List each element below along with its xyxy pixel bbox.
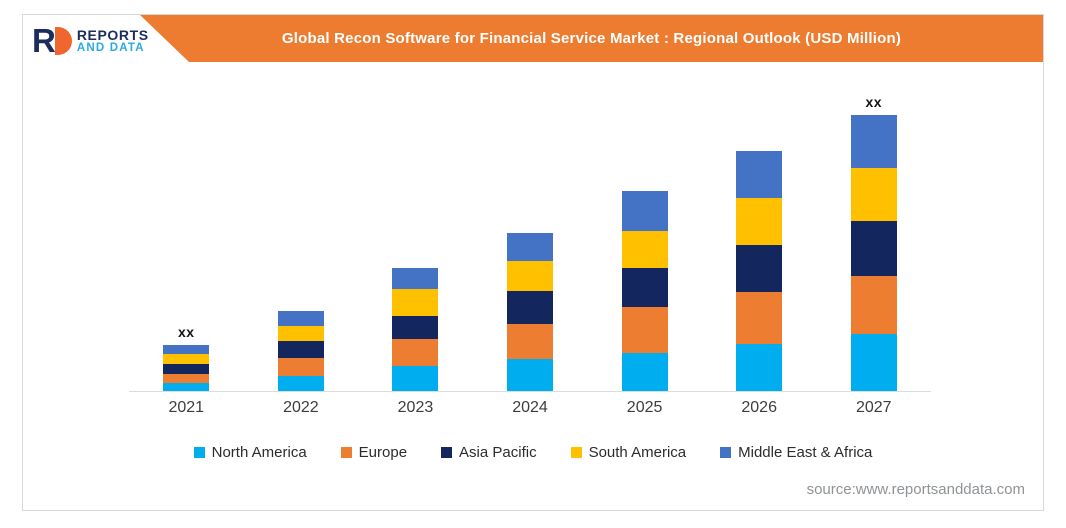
source-text: source:www.reportsanddata.com bbox=[806, 481, 1025, 498]
bar-segment-middle-east-africa bbox=[507, 233, 554, 261]
legend-swatch-north-america bbox=[193, 447, 205, 458]
rd-logo-icon: R bbox=[32, 22, 72, 59]
bar-segment-europe bbox=[850, 276, 897, 334]
reports-and-data-logo: R REPORTS AND DATA bbox=[32, 22, 149, 59]
x-tick-label-2022: 2022 bbox=[283, 399, 319, 416]
bar-segment-south-america bbox=[736, 198, 783, 245]
legend-swatch-asia-pacific bbox=[441, 447, 453, 458]
x-tick-label-2021: 2021 bbox=[168, 399, 205, 416]
bar-column-2021: xx bbox=[129, 75, 244, 391]
legend-swatch-europe bbox=[340, 447, 352, 458]
legend: North America Europe Asia Pacific South Ame… bbox=[23, 444, 1043, 461]
bar-column-2024 bbox=[473, 75, 588, 391]
bar-segment-north-america bbox=[392, 366, 439, 391]
bar-segment-europe bbox=[277, 358, 324, 376]
bar-segment-south-america bbox=[392, 289, 439, 316]
bar-segment-europe bbox=[507, 324, 554, 359]
bar-segment-asia-pacific bbox=[277, 341, 324, 358]
legend-swatch-middle-east-africa bbox=[720, 447, 732, 458]
bar-segment-middle-east-africa bbox=[621, 191, 668, 231]
logo-letter-r: R bbox=[32, 22, 56, 59]
bar-segment-south-america bbox=[277, 326, 324, 341]
logo-line-and-data: AND DATA bbox=[76, 42, 145, 55]
bar-segment-asia-pacific bbox=[163, 364, 210, 374]
legend-label-europe: Europe bbox=[358, 444, 408, 461]
bar-segment-europe bbox=[163, 374, 210, 383]
bar-segment-middle-east-africa bbox=[392, 268, 439, 289]
legend-label-asia-pacific: Asia Pacific bbox=[459, 444, 537, 461]
title-banner: Global Recon Software for Financial Serv… bbox=[140, 15, 1043, 62]
bar-segment-middle-east-africa bbox=[277, 311, 324, 326]
legend-label-north-america: North America bbox=[211, 444, 307, 461]
bar-segment-south-america bbox=[507, 261, 554, 291]
bar-segment-south-america bbox=[621, 231, 668, 268]
logo-line-reports: REPORTS bbox=[76, 26, 149, 43]
stacked-bar-2025 bbox=[621, 191, 668, 391]
bar-segment-europe bbox=[621, 307, 668, 353]
bar-segment-middle-east-africa bbox=[736, 151, 783, 198]
bar-column-2026 bbox=[702, 75, 817, 391]
bar-segment-south-america bbox=[163, 354, 210, 364]
legend-item-middle-east-africa: Middle East & Africa bbox=[720, 444, 872, 461]
legend-label-middle-east-africa: Middle East & Africa bbox=[738, 444, 873, 461]
x-axis: 2021 2022 2023 2024 2025 2026 2027 bbox=[129, 399, 931, 417]
bar-segment-asia-pacific bbox=[850, 221, 897, 276]
bar-segment-north-america bbox=[736, 344, 783, 391]
logo-letter-d bbox=[54, 27, 72, 55]
x-tick-label-2024: 2024 bbox=[512, 399, 548, 416]
bar-segment-europe bbox=[736, 292, 783, 344]
stacked-bar-2022 bbox=[277, 311, 324, 391]
bar-segment-asia-pacific bbox=[736, 245, 783, 292]
bar-segment-north-america bbox=[277, 376, 324, 391]
bar-column-2025 bbox=[587, 75, 702, 391]
bar-segment-north-america bbox=[507, 359, 554, 391]
bar-column-2022 bbox=[244, 75, 359, 391]
chart-plot: xx xx bbox=[129, 75, 931, 392]
legend-item-europe: Europe bbox=[340, 444, 408, 461]
logo-text: REPORTS AND DATA bbox=[76, 26, 149, 55]
legend-item-north-america: North America bbox=[193, 444, 307, 461]
bar-value-label: xx bbox=[865, 94, 883, 110]
x-tick-label-2025: 2025 bbox=[626, 399, 663, 416]
bar-segment-north-america bbox=[850, 334, 897, 391]
bar-segment-asia-pacific bbox=[392, 316, 439, 339]
bar-segment-asia-pacific bbox=[621, 268, 668, 307]
x-tick-label-2027: 2027 bbox=[855, 399, 892, 416]
bar-segment-middle-east-africa bbox=[163, 345, 210, 354]
bar-segment-asia-pacific bbox=[507, 291, 554, 324]
chart-card: R REPORTS AND DATA Global Recon Software… bbox=[22, 14, 1044, 511]
bar-segment-europe bbox=[392, 339, 439, 366]
bar-segment-middle-east-africa bbox=[850, 115, 897, 168]
bar-segment-south-america bbox=[850, 168, 897, 221]
stacked-bar-2021 bbox=[163, 345, 210, 391]
bar-column-2023 bbox=[358, 75, 473, 391]
stacked-bar-2026 bbox=[736, 151, 783, 391]
bar-segment-north-america bbox=[621, 353, 668, 391]
legend-swatch-south-america bbox=[570, 447, 582, 458]
x-tick-label-2026: 2026 bbox=[741, 399, 777, 416]
legend-item-asia-pacific: Asia Pacific bbox=[441, 444, 537, 461]
chart-title: Global Recon Software for Financial Serv… bbox=[281, 30, 902, 47]
bar-column-2027: xx bbox=[816, 75, 931, 391]
stacked-bar-2023 bbox=[392, 268, 439, 391]
legend-label-south-america: South America bbox=[588, 444, 687, 461]
x-tick-label-2023: 2023 bbox=[397, 399, 434, 416]
stacked-bar-2027 bbox=[850, 115, 897, 391]
stacked-bar-2024 bbox=[507, 233, 554, 391]
bar-segment-north-america bbox=[163, 383, 210, 391]
bar-value-label: xx bbox=[178, 324, 195, 340]
legend-item-south-america: South America bbox=[570, 444, 687, 461]
